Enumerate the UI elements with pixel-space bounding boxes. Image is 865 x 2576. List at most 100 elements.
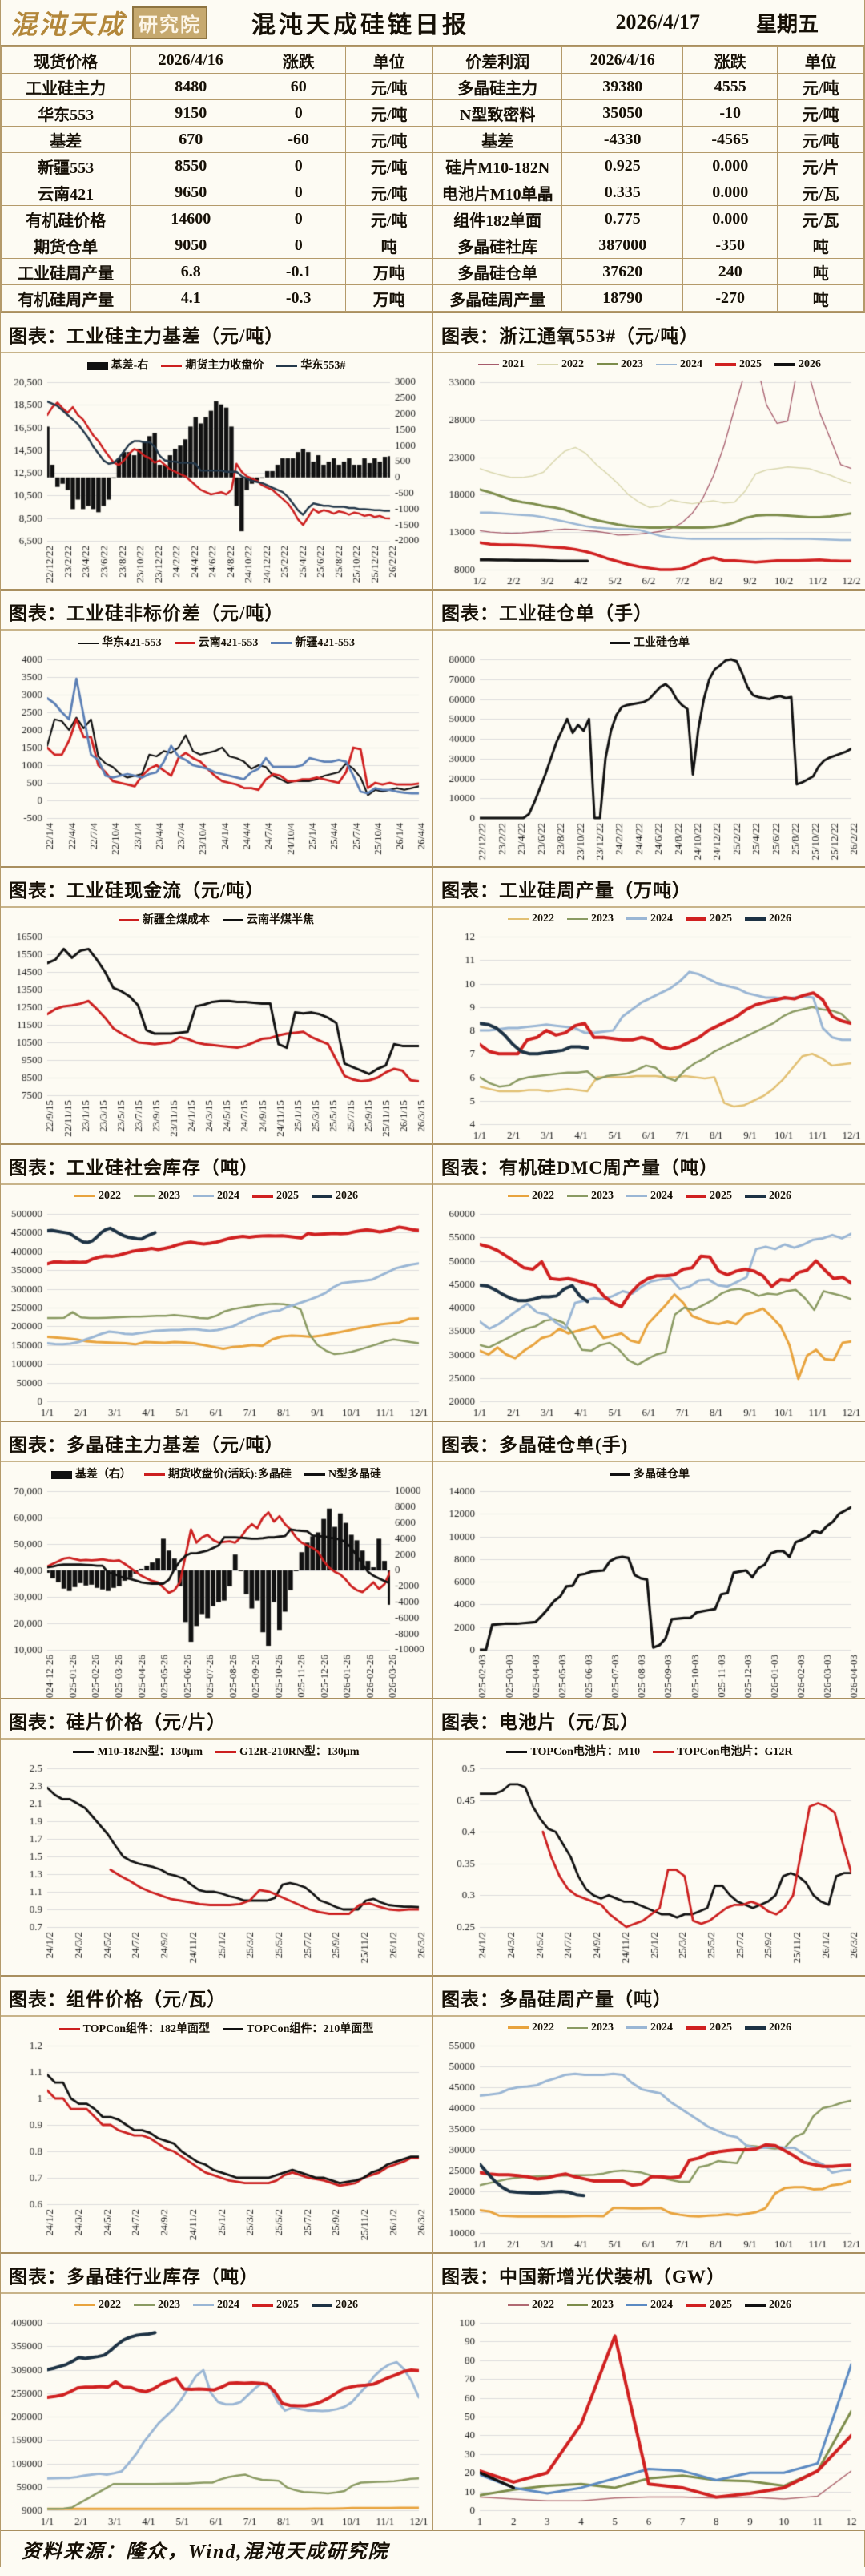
legend-swatch — [193, 1195, 214, 1198]
chart-panel: 图表：工业硅非标价差（元/吨） 华东421-553 云南421-553 新疆421-… — [1, 591, 433, 868]
table-cell: 0 — [251, 232, 347, 259]
chart-legend: 新疆全煤成本 云南半煤半焦 — [1, 908, 432, 930]
chart-panel: 图表：多晶硅仓单(手) 多晶硅仓单 — [433, 1422, 865, 1699]
legend-item: 基差-右 — [86, 357, 148, 373]
table-cell: -4330 — [561, 126, 684, 153]
chart-panel: 图表：多晶硅行业库存（吨） 2022 2023 2024 2025 2026 — [1, 2254, 433, 2531]
legend-item: 2025 — [252, 2299, 299, 2312]
legend-item: 2025 — [686, 1190, 732, 1203]
legend-swatch — [508, 2304, 529, 2306]
legend-item: G12R-210RN型：130μm — [215, 1743, 360, 1759]
legend-swatch — [134, 1195, 155, 1198]
table-cell: 8550 — [130, 152, 252, 179]
legend-swatch — [119, 919, 139, 922]
chart-legend: 2022 2023 2024 2025 2026 — [433, 2294, 865, 2316]
legend-swatch — [653, 1751, 674, 1754]
table-row: 工业硅周产量 6.8 -0.1 万吨 — [0, 258, 432, 285]
chart-title-text: 图表：电池片（元/瓦） — [441, 1712, 640, 1732]
chart-panel: 图表：工业硅仓单（手） 工业硅仓单 — [433, 591, 865, 868]
table-cell: 有机硅价格 — [0, 205, 131, 232]
legend-swatch — [626, 917, 647, 921]
legend-item: 新疆421-553 — [271, 634, 355, 650]
legend-item: 2026 — [745, 2022, 791, 2034]
chart-title: 图表：工业硅周产量（万吨） — [433, 868, 865, 908]
legend-item: 2023 — [134, 2299, 180, 2312]
table-row: 多晶硅主力 39380 4555 元/吨 — [432, 73, 864, 100]
legend-item: 2021 — [478, 358, 525, 371]
legend-swatch — [58, 2028, 80, 2031]
chart-legend: 2022 2023 2024 2025 2026 — [433, 908, 865, 930]
report-header: 混沌天成 研究院 混沌天成硅链日报 2026/4/17 星期五 — [1, 0, 864, 46]
chart-canvas — [433, 2316, 864, 2530]
chart-title-text: 图表：浙江通氧553#（元/吨） — [441, 326, 699, 346]
table-cell: 元/吨 — [345, 179, 432, 206]
chart-canvas — [433, 1762, 864, 1975]
legend-item: 2026 — [745, 913, 791, 925]
legend-item: 2022 — [74, 2299, 121, 2312]
chart-title: 图表：多晶硅行业库存（吨） — [1, 2254, 432, 2294]
legend-swatch — [715, 363, 736, 366]
legend-item: 基差（右） — [50, 1465, 131, 1482]
table-row: 多晶硅周产量 18790 -270 吨 — [432, 284, 864, 312]
chart-panel: 图表：电池片（元/瓦） TOPCon电池片：M10 TOPCon电池片：G12R — [433, 1699, 865, 1977]
legend-item: 华东421-553 — [77, 634, 162, 650]
legend-swatch — [626, 1195, 647, 1198]
legend-item: 期货主力收盘价 — [161, 357, 264, 373]
legend-item: 2022 — [508, 1190, 554, 1203]
chart-title-text: 图表：多晶硅行业库存（吨） — [9, 2267, 259, 2287]
chart-canvas — [433, 930, 864, 1143]
table-cell: 工业硅主力 — [0, 73, 131, 100]
legend-item: 2024 — [626, 2022, 673, 2034]
legend-item: 2023 — [567, 1190, 614, 1203]
legend-item: 2022 — [508, 2022, 554, 2034]
table-cell: 元/吨 — [345, 205, 432, 232]
chart-title: 图表：工业硅现金流（元/吨） — [1, 868, 432, 908]
table-cell: 组件182单面 — [432, 205, 563, 232]
chart-panel: 图表：组件价格（元/瓦） TOPCon组件：182单面型 TOPCon组件：210… — [1, 1977, 433, 2254]
table-header-row: 现货价格 2026/4/16 涨跌 单位 — [0, 46, 432, 74]
chart-title-text: 图表：中国新增光伏装机（GW） — [441, 2267, 726, 2287]
chart-panel: 图表：工业硅现金流（元/吨） 新疆全煤成本 云南半煤半焦 — [1, 868, 433, 1145]
legend-swatch — [537, 363, 558, 365]
table-cell: 0.000 — [682, 205, 778, 232]
table-cell: 万吨 — [345, 284, 432, 312]
chart-panel: 图表：中国新增光伏装机（GW） 2022 2023 2024 2025 2026 — [433, 2254, 865, 2531]
chart-title: 图表：中国新增光伏装机（GW） — [433, 2254, 865, 2294]
chart-title: 图表：工业硅社会库存（吨） — [1, 1145, 432, 1185]
column-header: 单位 — [777, 46, 864, 74]
legend-item: 2026 — [745, 2299, 791, 2312]
legend-item: 华东553# — [276, 357, 345, 373]
chart-legend: M10-182N型：130μm G12R-210RN型：130μm — [1, 1740, 432, 1762]
report-date: 2026/4/17 — [615, 10, 700, 34]
table-row: 电池片M10单晶 0.335 0.000 元/瓦 — [432, 179, 864, 206]
chart-legend: 工业硅仓单 — [433, 631, 865, 653]
chart-panel: 图表：工业硅主力基差（元/吨） 基差-右 期货主力收盘价 华东553# — [1, 313, 433, 591]
legend-item: 2026 — [745, 1190, 791, 1203]
chart-canvas — [1, 1762, 432, 1975]
chart-legend: 2022 2023 2024 2025 2026 — [1, 2294, 432, 2316]
table-header-row: 价差利润 2026/4/16 涨跌 单位 — [432, 46, 864, 74]
legend-swatch — [50, 1470, 72, 1479]
legend-swatch — [610, 642, 630, 645]
table-cell: 基差 — [432, 126, 563, 153]
table-cell: 39380 — [561, 73, 684, 100]
table-row: 硅片M10-182N 0.925 0.000 元/片 — [432, 152, 864, 179]
table-cell: 元/瓦 — [777, 179, 864, 206]
table-cell: 6.8 — [130, 258, 252, 285]
chart-title-text: 图表：工业硅主力基差（元/吨） — [9, 326, 284, 346]
chart-title: 图表：工业硅仓单（手） — [433, 591, 865, 631]
table-cell: 华东553 — [0, 99, 131, 127]
table-cell: 0 — [251, 205, 347, 232]
column-header: 2026/4/16 — [561, 46, 684, 74]
table-row: N型致密料 35050 -10 元/吨 — [432, 99, 864, 127]
legend-swatch — [143, 1473, 165, 1477]
legend-item: 2024 — [626, 1190, 673, 1203]
chart-canvas — [433, 1207, 864, 1421]
legend-item: 2025 — [686, 2022, 732, 2034]
table-cell: 元/吨 — [777, 99, 864, 127]
legend-item: 2026 — [312, 1190, 358, 1203]
table-cell: 60 — [251, 73, 347, 100]
table-cell: 0 — [251, 179, 347, 206]
legend-item: 2025 — [686, 913, 732, 925]
